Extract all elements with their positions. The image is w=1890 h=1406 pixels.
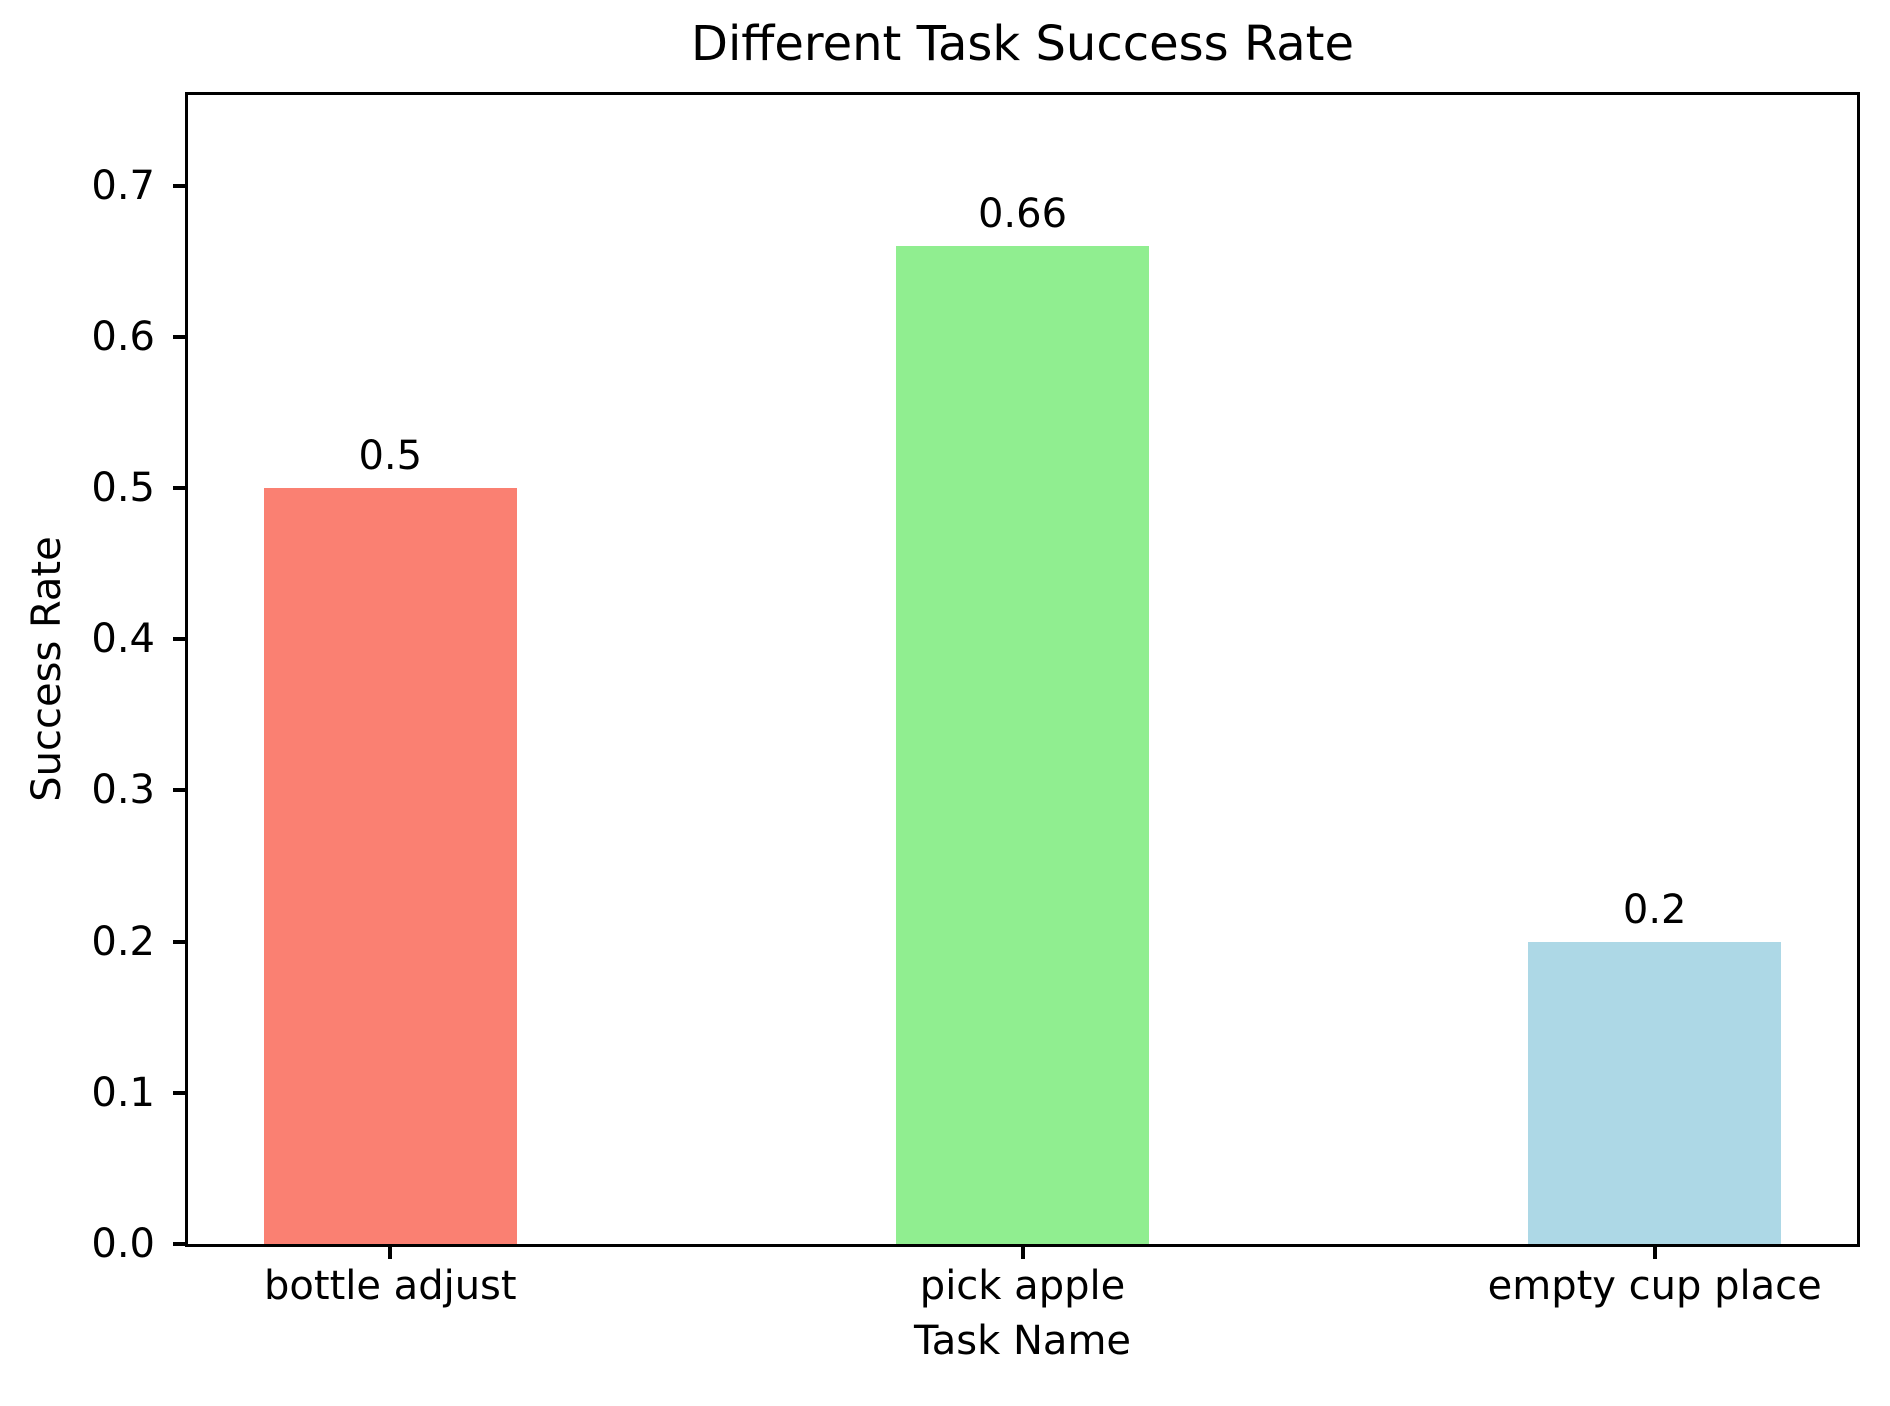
plot-area: 0.0 0.1 0.2 0.3 0.4 0.5 0.6 0.7 0.5 bottle adjust… [91, 92, 1860, 1306]
bar-value-label-pick-apple: 0.66 [977, 191, 1068, 238]
x-tick-label-pick-apple: pick apple [919, 1263, 1126, 1309]
x-tick-mark [388, 1247, 393, 1259]
y-tick-mark [173, 1090, 185, 1095]
y-axis-label: Success Rate [24, 536, 70, 802]
x-tick-label-bottle-adjust: bottle adjust [264, 1263, 517, 1309]
bar-empty-cup-place [1528, 941, 1782, 1244]
y-tick-mark [173, 486, 185, 491]
y-tick-label-0-3: 0.3 [91, 767, 155, 814]
y-tick-label-0-0: 0.0 [91, 1221, 155, 1267]
y-tick-mark [173, 183, 185, 188]
y-tick-label-0-1: 0.1 [91, 1069, 155, 1116]
bar-value-label-empty-cup-place: 0.2 [1622, 886, 1687, 933]
x-tick-mark [1652, 1247, 1657, 1259]
y-tick-mark [173, 1242, 185, 1246]
chart-title: Different Task Success Rate [691, 16, 1354, 72]
y-tick-label-0-5: 0.5 [91, 465, 155, 512]
y-tick-label-0-6: 0.6 [91, 313, 155, 360]
y-tick-mark [173, 334, 185, 339]
y-tick-label-0-4: 0.4 [91, 616, 155, 663]
bar-value-label-bottle-adjust: 0.5 [358, 433, 423, 480]
bar-pick-apple [896, 246, 1149, 1244]
y-tick-label-0-2: 0.2 [91, 918, 155, 965]
y-tick-mark [173, 939, 185, 944]
x-axis-label: Task Name [913, 1318, 1132, 1364]
x-tick-mark [1020, 1247, 1025, 1259]
y-tick-label-0-7: 0.7 [91, 162, 155, 209]
x-tick-label-empty-cup-place: empty cup place [1487, 1263, 1822, 1309]
y-tick-mark [173, 788, 185, 793]
bar-bottle-adjust [263, 488, 517, 1244]
y-tick-mark [173, 637, 185, 642]
